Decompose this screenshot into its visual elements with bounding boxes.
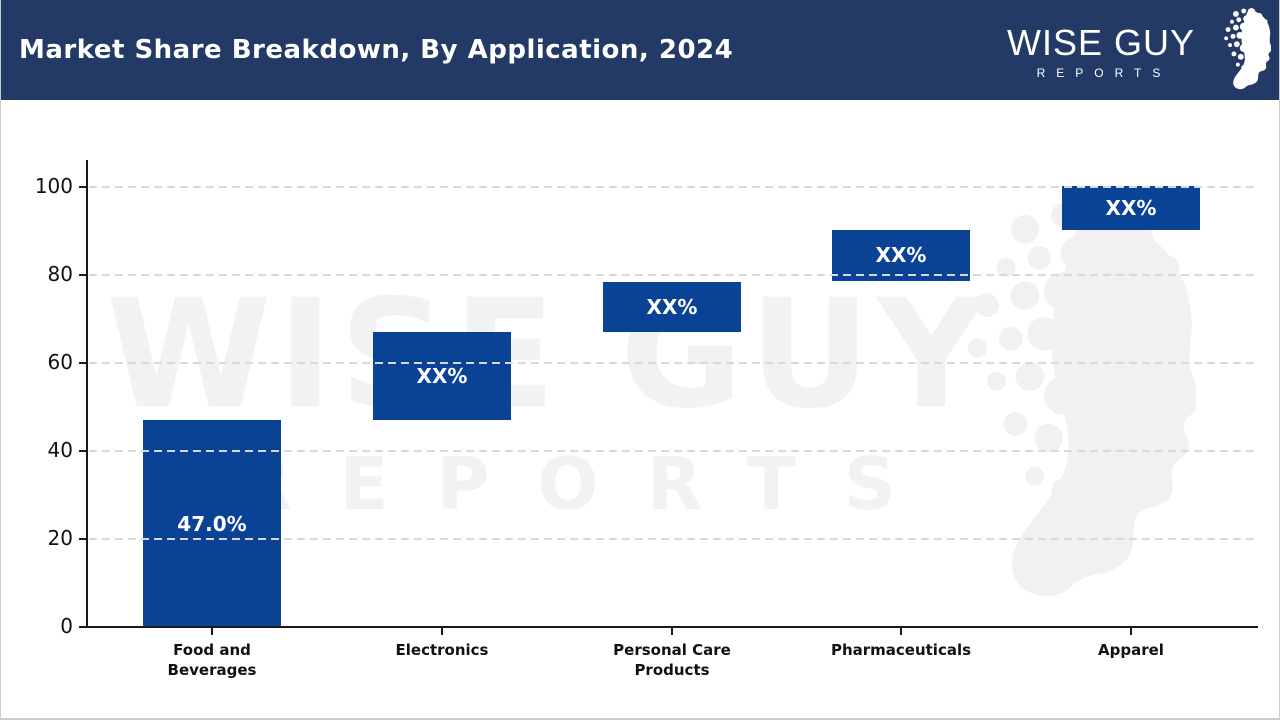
logo-text: WISE GUY REPORTS <box>1007 22 1195 80</box>
watermark-subtitle: REPORTS <box>236 442 944 526</box>
y-tick-label: 60 <box>47 350 73 374</box>
y-tick-label: 0 <box>60 614 73 638</box>
x-tick-mark <box>671 628 673 635</box>
bar-1: XX% <box>373 332 511 421</box>
gridline-100 <box>89 186 1258 188</box>
y-tick-label: 100 <box>34 174 73 198</box>
x-category-label: Electronics <box>395 641 489 659</box>
x-category-label: Personal Care Products <box>613 641 731 679</box>
x-axis-line <box>86 626 1258 628</box>
wise-guy-logo: WISE GUY REPORTS <box>1007 4 1273 96</box>
x-category-label: Pharmaceuticals <box>830 641 972 659</box>
y-tick-mark <box>79 538 86 540</box>
gridline-80 <box>89 274 1258 276</box>
gridline-20 <box>89 538 1258 540</box>
chart-title: Market Share Breakdown, By Application, … <box>19 35 734 65</box>
y-tick-label: 80 <box>47 262 73 286</box>
y-tick-label: 40 <box>47 438 73 462</box>
bar-0: 47.0% <box>143 420 281 627</box>
logo-wordmark: WISE GUY <box>1006 22 1195 63</box>
y-tick-mark <box>79 362 86 364</box>
bar-value-label: XX% <box>1105 196 1157 221</box>
gridline-60 <box>89 362 1258 364</box>
gridline-40 <box>89 450 1258 452</box>
x-category-label: Apparel <box>1098 641 1164 659</box>
bar-4: XX% <box>1062 186 1200 231</box>
logo-subtitle: REPORTS <box>1036 66 1172 80</box>
bar-value-label: XX% <box>416 364 468 389</box>
y-tick-mark <box>79 274 86 276</box>
y-tick-mark <box>79 186 86 188</box>
bar-value-label: 47.0% <box>177 511 247 536</box>
watermark-wordmark: WISE GUY <box>106 268 992 442</box>
bar-3: XX% <box>832 230 970 281</box>
x-tick-mark <box>1130 628 1132 635</box>
x-category-label: Food and Beverages <box>167 641 257 679</box>
bar-2: XX% <box>603 281 741 333</box>
y-tick-label: 20 <box>47 526 73 550</box>
x-tick-mark <box>211 628 213 635</box>
y-tick-mark <box>79 626 86 628</box>
y-axis-line <box>86 160 88 628</box>
logo-face-icon <box>1193 6 1271 94</box>
header-bar: Market Share Breakdown, By Application, … <box>1 0 1279 100</box>
x-tick-mark <box>900 628 902 635</box>
x-tick-mark <box>441 628 443 635</box>
bar-value-label: XX% <box>875 243 927 268</box>
y-tick-mark <box>79 450 86 452</box>
bar-value-label: XX% <box>646 294 698 319</box>
